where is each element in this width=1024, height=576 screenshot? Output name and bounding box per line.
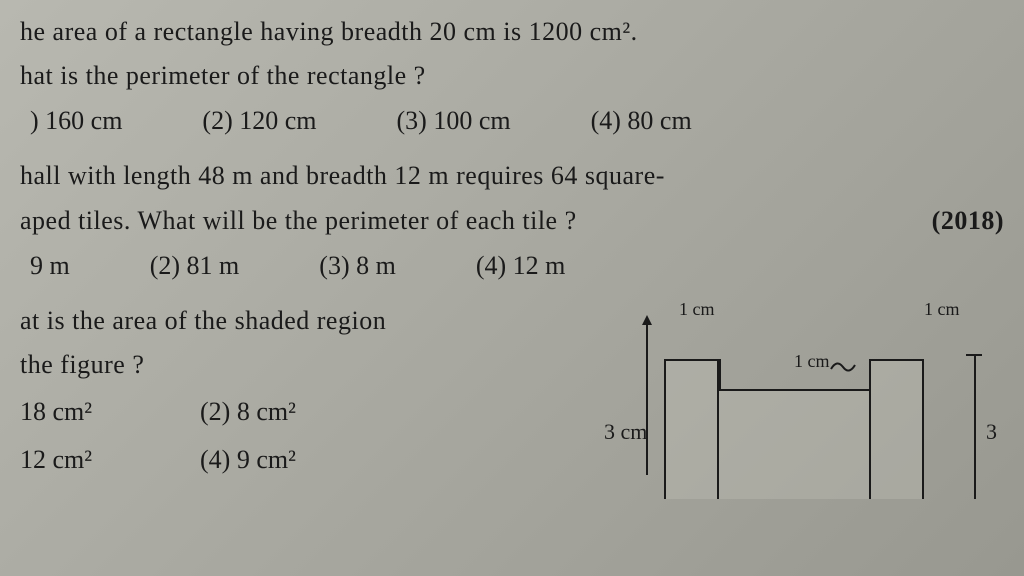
question-1: he area of a rectangle having breadth 20… [20, 10, 1004, 136]
curve-mark-icon [829, 357, 859, 377]
q2-option-3: (3) 8 m [319, 251, 396, 281]
q3-option-1: 18 cm² [20, 397, 180, 427]
q1-options: ) 160 cm (2) 120 cm (3) 100 cm (4) 80 cm [20, 106, 1004, 136]
q3-option-2: (2) 8 cm² [200, 397, 400, 427]
figure-right-column [869, 359, 924, 499]
figure-label-right-height: 3 [986, 419, 997, 445]
q2-text-line2-row: aped tiles. What will be the perimeter o… [20, 199, 1004, 243]
q3-option-4: (4) 9 cm² [200, 445, 400, 475]
q3-text-line2: the figure ? [20, 343, 584, 387]
figure-label-mid: 1 cm [794, 351, 830, 372]
q3-options: 18 cm² (2) 8 cm² 12 cm² (4) 9 cm² [20, 397, 584, 475]
q1-option-1: ) 160 cm [30, 106, 122, 136]
figure-left-column [664, 359, 719, 499]
dimension-line-left [646, 325, 648, 475]
q2-option-2: (2) 81 m [150, 251, 240, 281]
question-3: at is the area of the shaded region the … [20, 299, 1004, 499]
textbook-page: he area of a rectangle having breadth 20… [0, 0, 1024, 576]
figure-middle-section [719, 389, 869, 499]
dimension-tick-right-top [966, 354, 982, 356]
q1-option-2: (2) 120 cm [202, 106, 316, 136]
q3-container: at is the area of the shaded region the … [20, 299, 1004, 499]
q1-text-line1: he area of a rectangle having breadth 20… [20, 10, 1004, 54]
q1-option-4: (4) 80 cm [591, 106, 692, 136]
q3-text-line1: at is the area of the shaded region [20, 299, 584, 343]
q1-option-3: (3) 100 cm [397, 106, 511, 136]
figure-label-left-height: 3 cm [604, 419, 647, 445]
q2-text-line2: aped tiles. What will be the perimeter o… [20, 199, 577, 243]
q2-text-line1: hall with length 48 m and breadth 12 m r… [20, 154, 1004, 198]
question-2: hall with length 48 m and breadth 12 m r… [20, 154, 1004, 280]
q2-option-1: 9 m [30, 251, 70, 281]
q3-text-area: at is the area of the shaded region the … [20, 299, 584, 475]
shaded-region-figure: 1 cm 1 cm 1 cm 3 cm 3 [624, 299, 1004, 499]
figure-label-top-left: 1 cm [679, 299, 715, 320]
q2-option-4: (4) 12 m [476, 251, 566, 281]
figure-label-top-right: 1 cm [924, 299, 960, 320]
dimension-line-right [974, 354, 976, 499]
q1-text-line2: hat is the perimeter of the rectangle ? [20, 54, 1004, 98]
arrow-head-icon [642, 315, 652, 325]
q3-option-3: 12 cm² [20, 445, 180, 475]
q2-year: (2018) [932, 199, 1004, 243]
q2-options: 9 m (2) 81 m (3) 8 m (4) 12 m [20, 251, 1004, 281]
figure-notch-left-edge [719, 359, 721, 389]
